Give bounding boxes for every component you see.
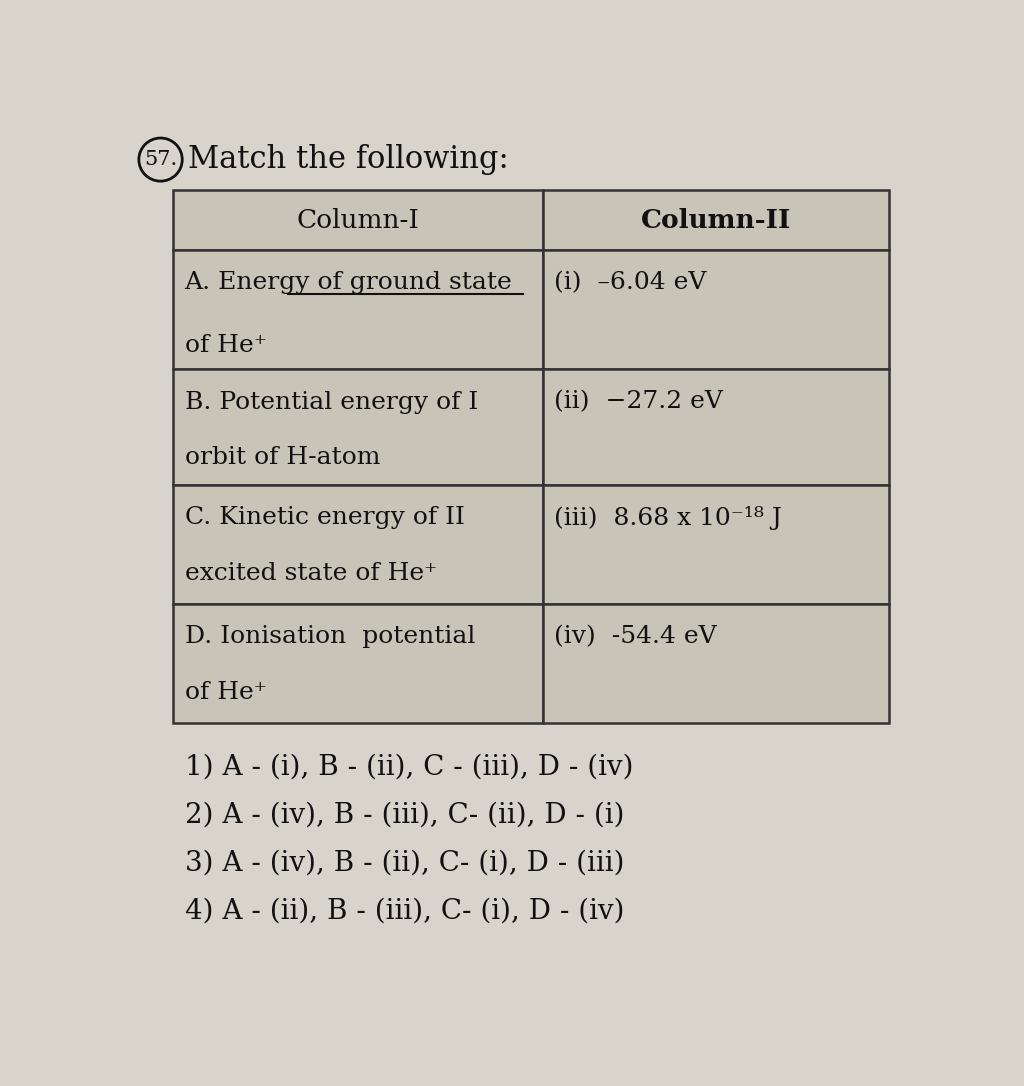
Bar: [543, 369, 889, 484]
Bar: [173, 604, 543, 723]
Text: of He⁺: of He⁺: [184, 334, 266, 357]
Bar: [543, 190, 889, 250]
Text: (iii)  8.68 x 10⁻¹⁸ J: (iii) 8.68 x 10⁻¹⁸ J: [554, 506, 782, 530]
Bar: [173, 250, 543, 369]
Text: A. Energy of ground state: A. Energy of ground state: [184, 272, 512, 294]
Text: Match the following:: Match the following:: [188, 144, 509, 175]
Text: Column-I: Column-I: [296, 207, 419, 232]
Text: 57.: 57.: [144, 150, 177, 169]
Text: excited state of He⁺: excited state of He⁺: [184, 561, 437, 584]
Text: 1) A - (i), B - (ii), C - (iii), D - (iv): 1) A - (i), B - (ii), C - (iii), D - (iv…: [184, 754, 633, 781]
Text: 3) A - (iv), B - (ii), C- (i), D - (iii): 3) A - (iv), B - (ii), C- (i), D - (iii): [184, 849, 624, 876]
Text: of He⁺: of He⁺: [184, 681, 266, 704]
Bar: [543, 604, 889, 723]
Text: 4) A - (ii), B - (iii), C- (i), D - (iv): 4) A - (ii), B - (iii), C- (i), D - (iv): [184, 897, 624, 924]
Text: 2) A - (iv), B - (iii), C- (ii), D - (i): 2) A - (iv), B - (iii), C- (ii), D - (i): [184, 801, 624, 829]
Bar: [543, 250, 889, 369]
Bar: [173, 369, 543, 484]
Text: Column-II: Column-II: [641, 207, 791, 232]
Text: (i)  –6.04 eV: (i) –6.04 eV: [554, 272, 707, 294]
Text: B. Potential energy of I: B. Potential energy of I: [184, 391, 478, 414]
Bar: [173, 484, 543, 604]
Text: orbit of H-atom: orbit of H-atom: [184, 446, 380, 469]
Text: C. Kinetic energy of II: C. Kinetic energy of II: [184, 506, 465, 529]
Text: (ii)  −27.2 eV: (ii) −27.2 eV: [554, 391, 723, 414]
Text: D. Ionisation  potential: D. Ionisation potential: [184, 626, 475, 648]
Text: (iv)  -54.4 eV: (iv) -54.4 eV: [554, 626, 717, 648]
Bar: [543, 484, 889, 604]
Bar: [173, 190, 543, 250]
